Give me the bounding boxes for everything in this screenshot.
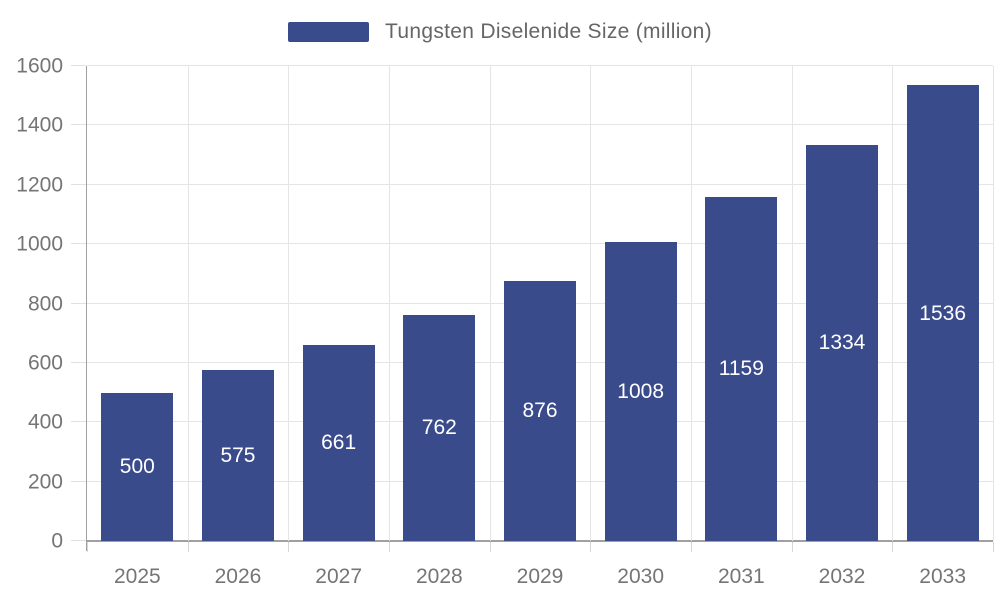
x-tick-label: 2025	[113, 565, 161, 588]
y-tick-label: 200	[27, 470, 63, 494]
x-axis-tick	[791, 542, 793, 552]
y-tick-label: 0	[51, 529, 63, 553]
bar: 500	[101, 392, 174, 541]
bar: 1159	[705, 196, 778, 541]
y-tick-label: 1000	[16, 232, 63, 256]
bar: 1536	[906, 85, 979, 541]
x-axis-tick	[489, 542, 491, 552]
x-axis-tick	[993, 542, 994, 552]
x-tick-label: 2026	[214, 565, 262, 588]
y-tick-label: 800	[27, 292, 63, 315]
x-axis-tick	[690, 542, 692, 552]
y-axis-tick	[71, 65, 86, 66]
gridline-v	[187, 66, 189, 541]
bar: 1008	[604, 241, 677, 541]
gridline-v	[489, 66, 491, 541]
gridline-v	[690, 66, 692, 541]
gridline-v	[590, 66, 592, 541]
y-tick-label: 400	[27, 410, 63, 434]
x-tick-label: 2029	[516, 565, 564, 588]
x-axis-tick	[590, 542, 592, 552]
bar-value-label: 1334	[818, 331, 866, 355]
x-axis-tick	[288, 542, 290, 552]
plot-area: 0 200 400 600 800 1000 1200 1400 1600 500 2025 575 2…	[16, 56, 994, 587]
x-axis-tick	[87, 542, 88, 552]
x-tick-label: 2027	[315, 565, 363, 588]
gridline-v	[892, 66, 894, 541]
bar: 876	[504, 280, 576, 541]
bar: 575	[201, 370, 274, 541]
gridline-v	[288, 66, 290, 541]
gridline-v	[791, 66, 793, 541]
bar: 661	[302, 344, 375, 541]
y-axis-tick	[71, 183, 86, 185]
gridline-h	[87, 65, 993, 66]
gridline-v	[993, 66, 994, 541]
bar: 1334	[806, 144, 878, 541]
legend-item[interactable]: Tungsten Diselenide Size (million)	[0, 18, 1000, 46]
x-axis-tick	[388, 542, 390, 552]
bar-value-label: 1536	[919, 301, 967, 325]
x-axis-tick	[892, 542, 894, 552]
y-tick-label: 1400	[16, 113, 63, 137]
gridline-h	[87, 124, 993, 126]
bar: 762	[403, 314, 476, 541]
y-tick-label: 1600	[16, 54, 63, 78]
legend-swatch	[288, 22, 370, 42]
gridline-h	[87, 243, 993, 245]
y-axis-tick	[71, 480, 86, 482]
x-tick-label: 2030	[617, 565, 665, 588]
bar-value-label: 876	[522, 399, 558, 423]
y-tick-label: 600	[27, 351, 63, 375]
bar-value-label: 1008	[617, 379, 665, 403]
y-axis-tick	[71, 361, 86, 363]
y-axis-tick	[71, 243, 86, 245]
x-tick-label: 2028	[415, 565, 463, 588]
bar-value-label: 500	[119, 455, 155, 479]
gridline-v	[388, 66, 390, 541]
x-tick-label: 2031	[717, 565, 765, 588]
y-axis-tick	[71, 421, 86, 423]
bar-value-label: 762	[421, 416, 457, 440]
x-tick-label: 2032	[818, 565, 866, 588]
x-tick-label: 2033	[919, 565, 967, 588]
x-axis-line	[87, 540, 993, 542]
gridline-h	[87, 183, 993, 185]
y-tick-label: 1200	[16, 173, 63, 197]
legend-label: Tungsten Diselenide Size (million)	[385, 20, 712, 43]
y-axis-tick	[71, 540, 86, 541]
bar-value-label: 575	[220, 444, 256, 468]
bar-value-label: 1159	[718, 357, 764, 381]
bar-value-label: 661	[321, 431, 357, 455]
y-axis-tick	[71, 124, 86, 126]
y-axis-tick	[71, 302, 86, 304]
x-axis-tick	[187, 542, 189, 552]
y-axis-line	[86, 66, 87, 551]
